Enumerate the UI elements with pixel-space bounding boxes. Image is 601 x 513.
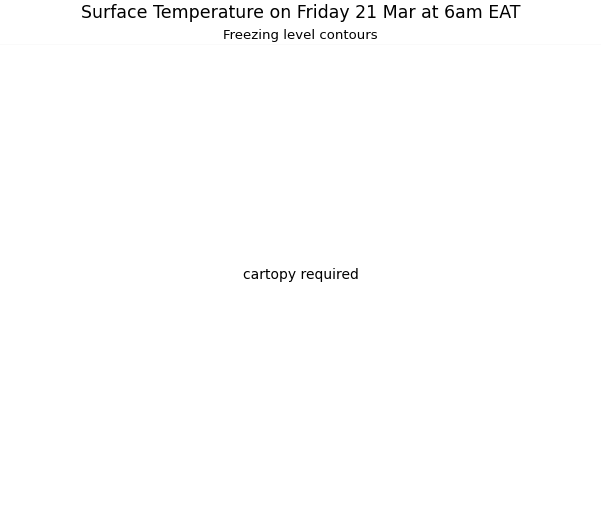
Text: cartopy required: cartopy required [243, 268, 358, 282]
Text: Surface Temperature on Friday 21 Mar at 6am EAT: Surface Temperature on Friday 21 Mar at … [81, 4, 520, 22]
Text: Freezing level contours: Freezing level contours [223, 29, 378, 42]
